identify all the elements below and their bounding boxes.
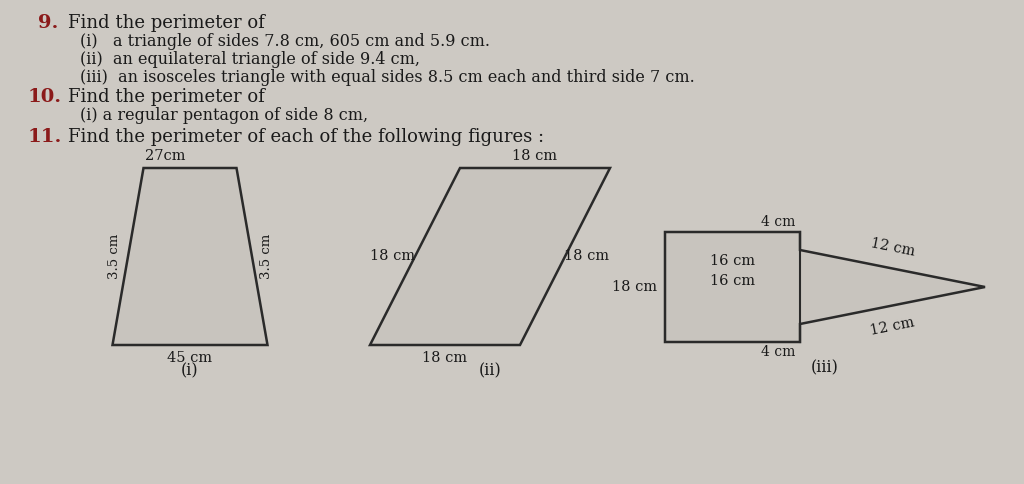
Polygon shape (665, 232, 985, 342)
Text: Find the perimeter of: Find the perimeter of (68, 88, 265, 106)
Polygon shape (113, 168, 267, 345)
Text: 4 cm: 4 cm (761, 345, 795, 359)
Text: 16 cm: 16 cm (710, 274, 755, 288)
Text: 18 cm: 18 cm (564, 249, 609, 263)
Text: 18 cm: 18 cm (612, 280, 657, 294)
Text: 45 cm: 45 cm (168, 351, 213, 365)
Text: Find the perimeter of: Find the perimeter of (68, 14, 265, 32)
Text: 18 cm: 18 cm (512, 149, 557, 163)
Text: 12 cm: 12 cm (869, 236, 915, 258)
Text: (iii)  an isosceles triangle with equal sides 8.5 cm each and third side 7 cm.: (iii) an isosceles triangle with equal s… (80, 69, 694, 86)
Text: 9.: 9. (38, 14, 58, 32)
Text: 3.5 cm: 3.5 cm (259, 234, 272, 279)
Polygon shape (370, 168, 610, 345)
Text: 16 cm: 16 cm (710, 254, 755, 268)
Text: (i) a regular pentagon of side 8 cm,: (i) a regular pentagon of side 8 cm, (80, 107, 368, 124)
Text: 11.: 11. (28, 128, 62, 146)
Text: 4 cm: 4 cm (761, 215, 795, 229)
Text: (i): (i) (181, 362, 199, 379)
Text: (iii): (iii) (811, 359, 839, 376)
Text: 3.5 cm: 3.5 cm (108, 234, 121, 279)
Text: 12 cm: 12 cm (869, 316, 915, 338)
Text: (i)   a triangle of sides 7.8 cm, 605 cm and 5.9 cm.: (i) a triangle of sides 7.8 cm, 605 cm a… (80, 33, 490, 50)
Text: 18 cm: 18 cm (371, 249, 416, 263)
Text: Find the perimeter of each of the following figures :: Find the perimeter of each of the follow… (68, 128, 544, 146)
Text: 27cm: 27cm (145, 149, 186, 163)
Text: 10.: 10. (28, 88, 62, 106)
Text: (ii)  an equilateral triangle of side 9.4 cm,: (ii) an equilateral triangle of side 9.4… (80, 51, 420, 68)
Text: 18 cm: 18 cm (423, 351, 468, 365)
Text: (ii): (ii) (478, 362, 502, 379)
